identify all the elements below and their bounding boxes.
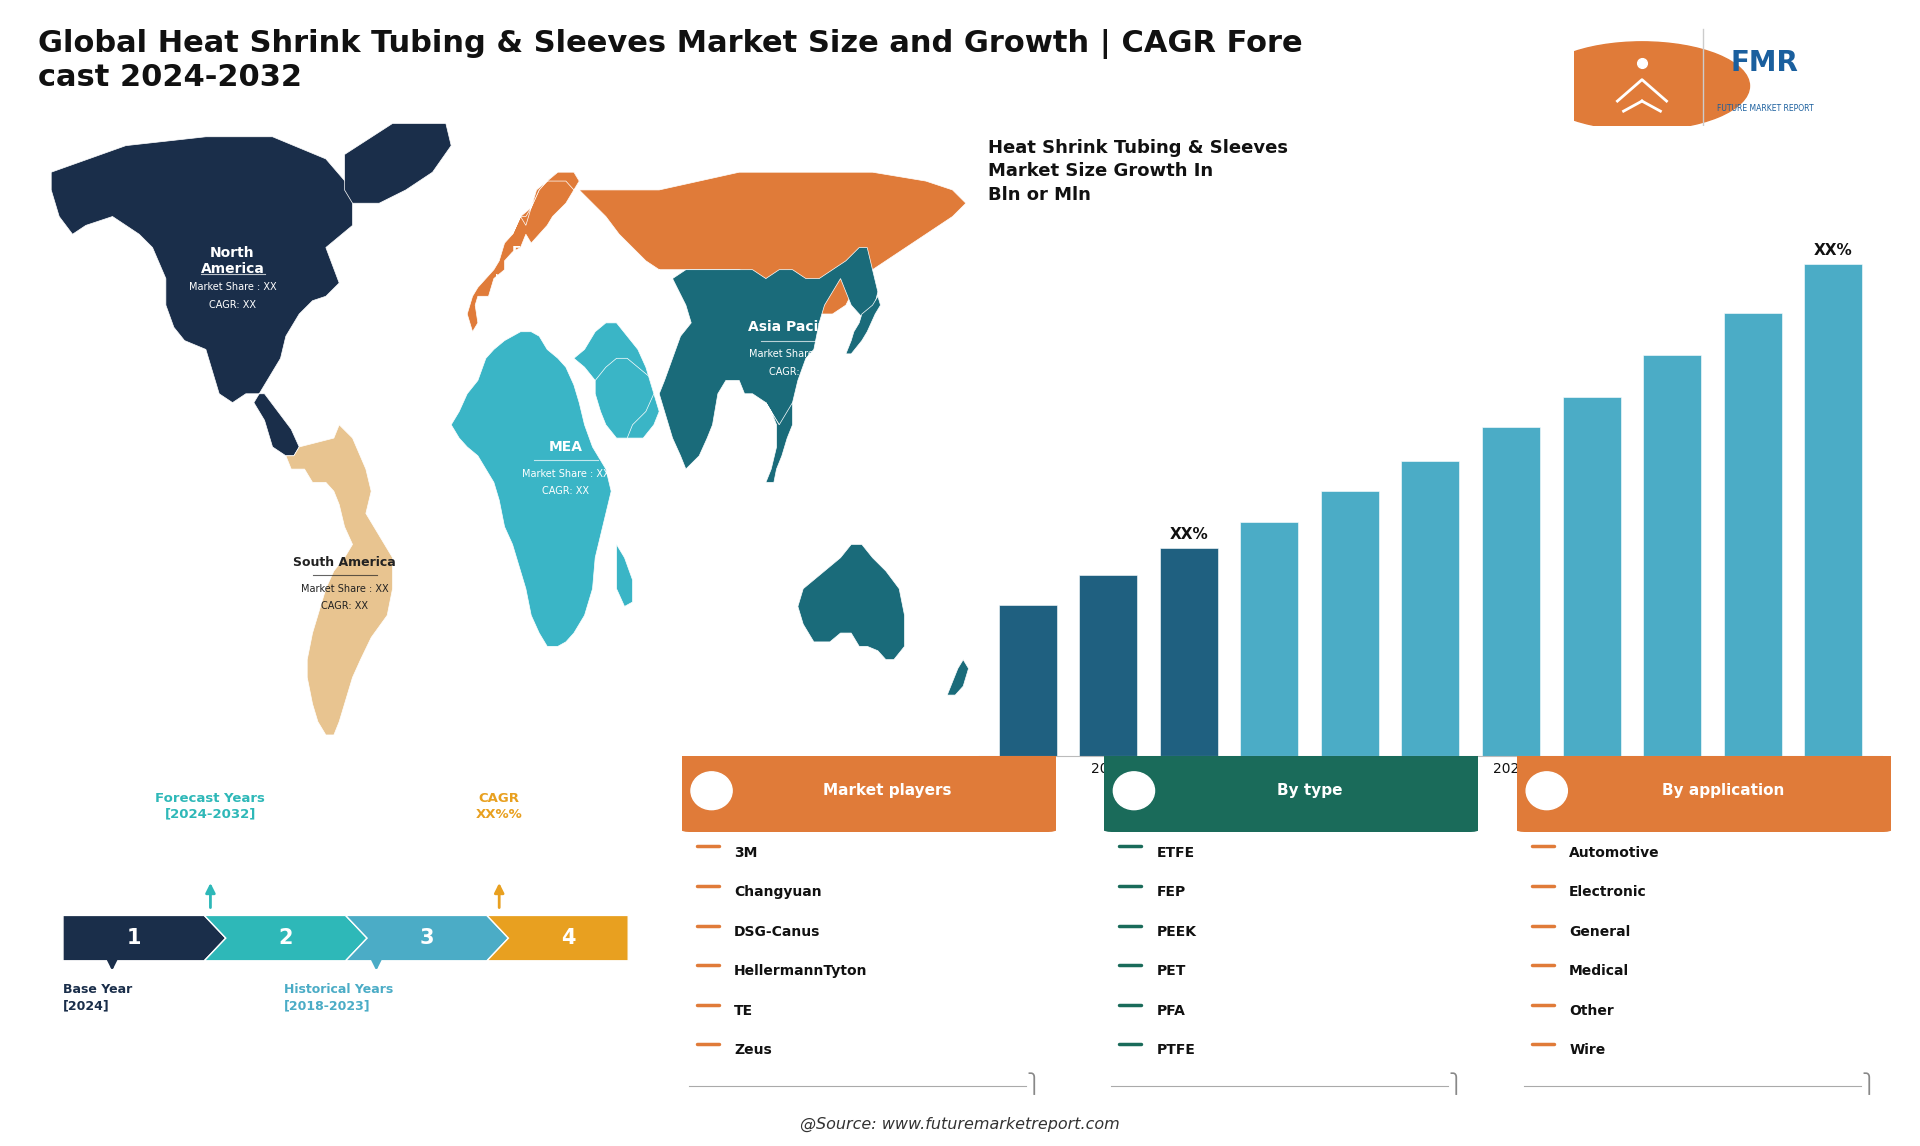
Polygon shape bbox=[52, 136, 353, 456]
Text: CAGR: XX: CAGR: XX bbox=[516, 291, 563, 301]
Text: CAGR: XX: CAGR: XX bbox=[770, 367, 816, 377]
Text: Heat Shrink Tubing & Sleeves
Market Size Growth In
Bln or Mln: Heat Shrink Tubing & Sleeves Market Size… bbox=[989, 139, 1288, 204]
Text: Global Heat Shrink Tubing & Sleeves Market Size and Growth | CAGR Fore
cast 2024: Global Heat Shrink Tubing & Sleeves Mark… bbox=[38, 29, 1304, 92]
Circle shape bbox=[1114, 772, 1154, 809]
FancyBboxPatch shape bbox=[1096, 749, 1486, 832]
Bar bbox=[1240, 521, 1298, 756]
Polygon shape bbox=[63, 916, 227, 960]
Text: @Source: www.futuremarketreport.com: @Source: www.futuremarketreport.com bbox=[801, 1117, 1119, 1132]
Text: Electronic: Electronic bbox=[1569, 885, 1647, 900]
FancyBboxPatch shape bbox=[674, 749, 1064, 832]
Circle shape bbox=[691, 772, 732, 809]
Text: 1: 1 bbox=[127, 928, 140, 948]
Text: 2: 2 bbox=[278, 928, 294, 948]
Text: XX%: XX% bbox=[1169, 527, 1208, 542]
Polygon shape bbox=[847, 297, 881, 354]
Polygon shape bbox=[595, 359, 655, 438]
Text: PEEK: PEEK bbox=[1156, 925, 1196, 939]
Text: FEP: FEP bbox=[1156, 885, 1187, 900]
Text: 4: 4 bbox=[561, 928, 576, 948]
Text: South America: South America bbox=[294, 556, 396, 568]
Bar bbox=[1079, 574, 1137, 756]
Polygon shape bbox=[451, 331, 611, 646]
Bar bbox=[998, 605, 1056, 756]
Text: ETFE: ETFE bbox=[1156, 846, 1194, 860]
Text: TE: TE bbox=[733, 1004, 753, 1018]
Text: CAGR
XX%%: CAGR XX%% bbox=[476, 792, 522, 821]
Text: Medical: Medical bbox=[1569, 964, 1630, 979]
Polygon shape bbox=[344, 124, 451, 203]
Text: FMR: FMR bbox=[1732, 49, 1799, 77]
Circle shape bbox=[1526, 772, 1567, 809]
Text: Forecast Years
[2024-2032]: Forecast Years [2024-2032] bbox=[156, 792, 265, 821]
Text: HellermannTyton: HellermannTyton bbox=[733, 964, 868, 979]
Bar bbox=[1724, 313, 1782, 756]
Polygon shape bbox=[467, 172, 580, 331]
Text: MEA: MEA bbox=[549, 440, 584, 454]
Text: Other: Other bbox=[1569, 1004, 1615, 1018]
Polygon shape bbox=[799, 544, 904, 660]
Text: By application: By application bbox=[1661, 783, 1784, 799]
Text: CAGR: XX: CAGR: XX bbox=[209, 300, 255, 311]
Text: XX%: XX% bbox=[1814, 243, 1853, 258]
FancyBboxPatch shape bbox=[1509, 749, 1899, 832]
Circle shape bbox=[1534, 42, 1749, 131]
Bar bbox=[1563, 397, 1620, 756]
Bar bbox=[1402, 461, 1459, 756]
Text: Market Share : XX: Market Share : XX bbox=[495, 274, 584, 283]
Bar bbox=[1644, 355, 1701, 756]
Text: General: General bbox=[1569, 925, 1630, 939]
Text: Market Share : XX: Market Share : XX bbox=[522, 469, 611, 479]
Text: Historical Years
[2018-2023]: Historical Years [2018-2023] bbox=[284, 983, 394, 1013]
Text: DSG-Canus: DSG-Canus bbox=[733, 925, 820, 939]
Polygon shape bbox=[659, 248, 877, 469]
Polygon shape bbox=[204, 916, 367, 960]
Text: CAGR: XX: CAGR: XX bbox=[321, 602, 369, 612]
Polygon shape bbox=[574, 172, 966, 314]
Text: Changyuan: Changyuan bbox=[733, 885, 822, 900]
Text: Market players: Market players bbox=[824, 783, 952, 799]
Polygon shape bbox=[488, 916, 628, 960]
Text: ⎫: ⎫ bbox=[1025, 1073, 1041, 1096]
Text: Wire: Wire bbox=[1569, 1043, 1605, 1058]
Text: Zeus: Zeus bbox=[733, 1043, 772, 1058]
Text: FUTURE MARKET REPORT: FUTURE MARKET REPORT bbox=[1716, 104, 1812, 113]
Bar bbox=[1321, 492, 1379, 756]
Text: Europe: Europe bbox=[511, 245, 566, 259]
Text: Market Share : XX: Market Share : XX bbox=[188, 282, 276, 292]
Text: Market Share : XX: Market Share : XX bbox=[301, 583, 388, 594]
Text: Market Share : XX: Market Share : XX bbox=[749, 348, 837, 359]
Text: PTFE: PTFE bbox=[1156, 1043, 1196, 1058]
Polygon shape bbox=[513, 172, 580, 234]
Polygon shape bbox=[574, 323, 659, 438]
Polygon shape bbox=[616, 544, 632, 606]
Text: 3: 3 bbox=[420, 928, 434, 948]
Text: Automotive: Automotive bbox=[1569, 846, 1661, 860]
Text: CAGR: XX: CAGR: XX bbox=[541, 486, 589, 496]
Text: North
America: North America bbox=[200, 245, 265, 276]
Text: Asia Pacific: Asia Pacific bbox=[749, 320, 837, 335]
Text: 3M: 3M bbox=[733, 846, 756, 860]
Bar bbox=[1805, 264, 1862, 756]
Text: PET: PET bbox=[1156, 964, 1187, 979]
Text: Base Year
[2024]: Base Year [2024] bbox=[63, 983, 132, 1013]
Text: ⎫: ⎫ bbox=[1448, 1073, 1463, 1096]
Polygon shape bbox=[346, 916, 509, 960]
Bar bbox=[1160, 548, 1217, 756]
Text: PFA: PFA bbox=[1156, 1004, 1185, 1018]
Polygon shape bbox=[286, 425, 392, 735]
Bar bbox=[1482, 426, 1540, 756]
Polygon shape bbox=[766, 402, 793, 482]
Text: By type: By type bbox=[1277, 783, 1342, 799]
Polygon shape bbox=[947, 660, 968, 696]
Text: ⎫: ⎫ bbox=[1860, 1073, 1876, 1096]
